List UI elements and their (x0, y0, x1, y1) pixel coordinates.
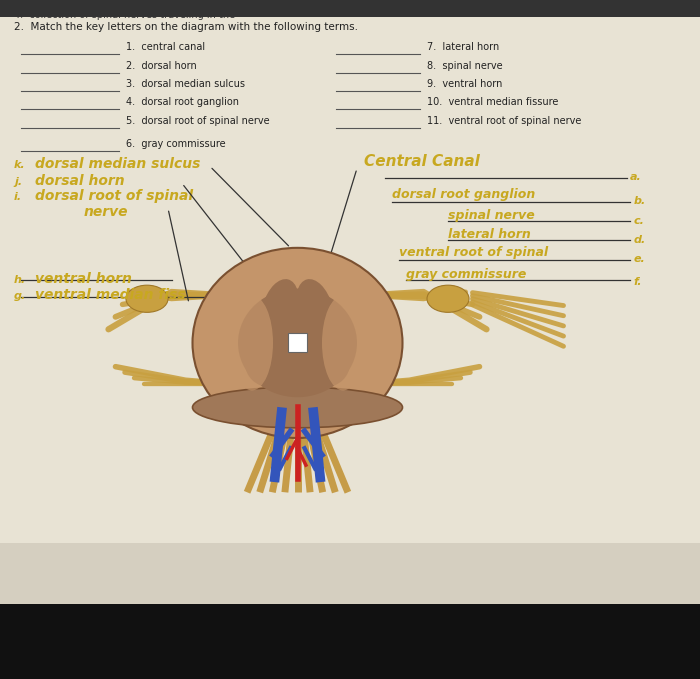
Text: dorsal root ganglion: dorsal root ganglion (392, 188, 536, 201)
Text: spinal nerve: spinal nerve (448, 209, 535, 222)
Text: j.: j. (14, 177, 22, 187)
Ellipse shape (301, 340, 350, 387)
Text: d.: d. (634, 235, 645, 245)
Ellipse shape (193, 387, 402, 428)
Text: 9.  ventral horn: 9. ventral horn (427, 79, 503, 89)
Text: 4.  dorsal root ganglion: 4. dorsal root ganglion (126, 97, 239, 107)
Text: 3.  dorsal median sulcus: 3. dorsal median sulcus (126, 79, 245, 89)
Text: g.: g. (14, 291, 27, 301)
FancyBboxPatch shape (0, 0, 700, 598)
Text: 2.  Match the key letters on the diagram with the following terms.: 2. Match the key letters on the diagram … (14, 22, 358, 32)
Text: 5.  dorsal root of spinal nerve: 5. dorsal root of spinal nerve (126, 115, 270, 126)
Ellipse shape (427, 285, 469, 312)
Text: 10.  ventral median fissure: 10. ventral median fissure (427, 97, 559, 107)
Text: k.: k. (14, 160, 26, 170)
Text: ventral median fiss: ventral median fiss (35, 288, 186, 301)
FancyBboxPatch shape (0, 543, 700, 625)
Text: e.: e. (634, 254, 645, 264)
Text: ventral horn: ventral horn (35, 272, 132, 286)
Text: 6.  gray commissure: 6. gray commissure (126, 139, 225, 149)
Text: dorsal root of spinal: dorsal root of spinal (35, 189, 193, 203)
Text: h.: h. (14, 275, 26, 285)
Text: gray commissure: gray commissure (406, 268, 526, 281)
Text: c.: c. (634, 216, 645, 226)
Text: f.: f. (634, 277, 642, 287)
Text: 4.  collection of spinal nerves traveling in the: 4. collection of spinal nerves traveling… (14, 10, 235, 20)
Text: 7.  lateral horn: 7. lateral horn (427, 42, 499, 52)
FancyBboxPatch shape (0, 0, 700, 17)
Text: 8.  spinal nerve: 8. spinal nerve (427, 60, 503, 71)
Ellipse shape (245, 340, 294, 387)
Ellipse shape (126, 285, 168, 312)
FancyBboxPatch shape (0, 604, 700, 679)
Text: dorsal median sulcus: dorsal median sulcus (35, 158, 200, 171)
Ellipse shape (296, 279, 334, 339)
Ellipse shape (261, 279, 299, 339)
Text: 1.  central canal: 1. central canal (126, 42, 205, 52)
Text: 11.  ventral root of spinal nerve: 11. ventral root of spinal nerve (427, 115, 582, 126)
Text: dorsal horn: dorsal horn (35, 174, 125, 187)
Text: lateral horn: lateral horn (448, 227, 531, 240)
Ellipse shape (238, 289, 357, 397)
Text: Central Canal: Central Canal (364, 154, 480, 169)
Text: ventral root of spinal: ventral root of spinal (399, 246, 548, 259)
Text: a.: a. (630, 172, 642, 182)
Text: 2.  dorsal horn: 2. dorsal horn (126, 60, 197, 71)
Ellipse shape (322, 295, 364, 390)
Text: i.: i. (14, 192, 22, 202)
Text: nerve: nerve (84, 205, 129, 219)
FancyBboxPatch shape (288, 333, 307, 352)
Text: b.: b. (634, 196, 645, 206)
Ellipse shape (231, 295, 273, 390)
Ellipse shape (193, 248, 402, 438)
